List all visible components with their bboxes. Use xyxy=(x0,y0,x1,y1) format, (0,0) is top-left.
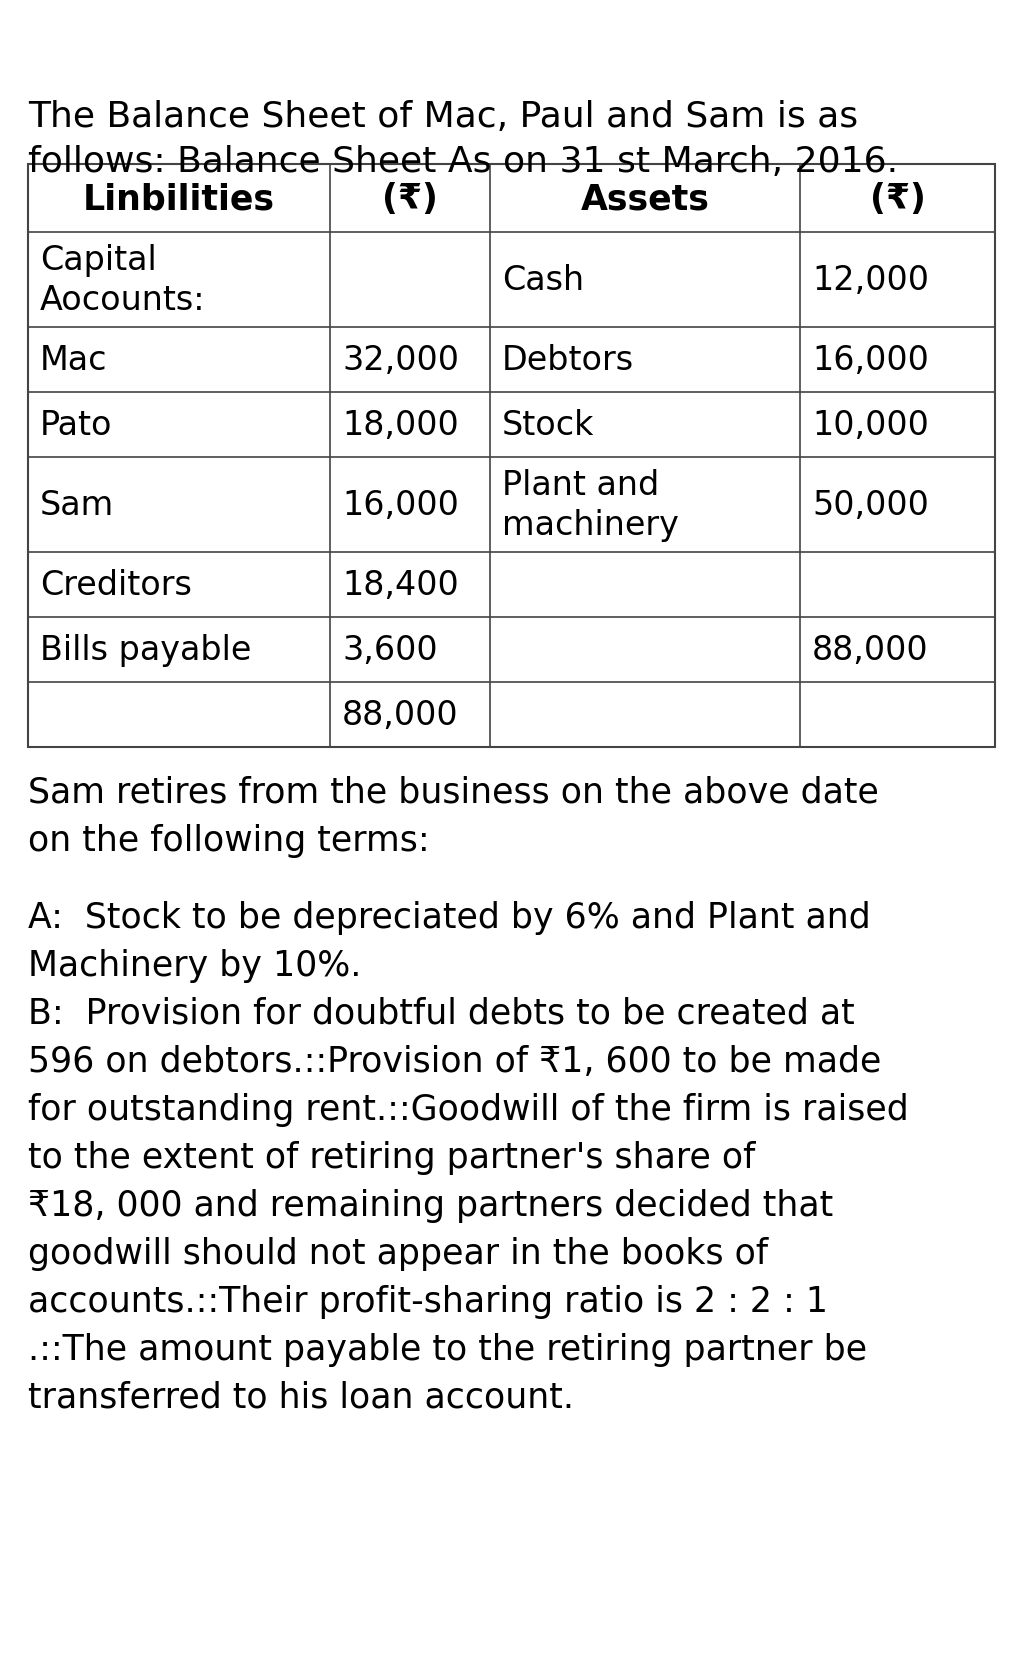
Text: 18,400: 18,400 xyxy=(342,569,459,602)
Text: 596 on debtors.::Provision of ₹1, 600 to be made: 596 on debtors.::Provision of ₹1, 600 to… xyxy=(28,1044,882,1077)
Text: goodwill should not appear in the books of: goodwill should not appear in the books … xyxy=(28,1236,768,1269)
Text: Capital
Aocounts:: Capital Aocounts: xyxy=(40,243,206,316)
Text: Sam retires from the business on the above date: Sam retires from the business on the abo… xyxy=(28,776,879,809)
Text: Plant and
machinery: Plant and machinery xyxy=(502,468,679,541)
Text: Pato: Pato xyxy=(40,409,113,442)
Text: Stock: Stock xyxy=(502,409,594,442)
Text: 18,000: 18,000 xyxy=(342,409,459,442)
Text: on the following terms:: on the following terms: xyxy=(28,824,430,857)
Text: to the extent of retiring partner's share of: to the extent of retiring partner's shar… xyxy=(28,1140,756,1173)
Text: transferred to his loan account.: transferred to his loan account. xyxy=(28,1380,574,1413)
Text: Debtors: Debtors xyxy=(502,344,634,377)
Text: follows: Balance Sheet As on 31 st March, 2016.: follows: Balance Sheet As on 31 st March… xyxy=(28,146,898,179)
Text: Linbilities: Linbilities xyxy=(83,182,275,215)
Text: for outstanding rent.::Goodwill of the firm is raised: for outstanding rent.::Goodwill of the f… xyxy=(28,1092,908,1125)
Text: Bills payable: Bills payable xyxy=(40,634,251,667)
Text: 88,000: 88,000 xyxy=(342,698,459,732)
Bar xyxy=(28,166,995,748)
Text: 10,000: 10,000 xyxy=(812,409,929,442)
Text: (₹): (₹) xyxy=(869,182,926,215)
Text: accounts.::Their profit-sharing ratio is 2 : 2 : 1: accounts.::Their profit-sharing ratio is… xyxy=(28,1284,828,1317)
Text: Mac: Mac xyxy=(40,344,108,377)
Text: Creditors: Creditors xyxy=(40,569,191,602)
Text: 16,000: 16,000 xyxy=(812,344,929,377)
Text: B:  Provision for doubtful debts to be created at: B: Provision for doubtful debts to be cr… xyxy=(28,996,855,1029)
Text: 32,000: 32,000 xyxy=(342,344,459,377)
Text: .::The amount payable to the retiring partner be: .::The amount payable to the retiring pa… xyxy=(28,1332,867,1365)
Text: 50,000: 50,000 xyxy=(812,488,929,521)
Text: (₹): (₹) xyxy=(382,182,438,215)
Text: ₹18, 000 and remaining partners decided that: ₹18, 000 and remaining partners decided … xyxy=(28,1188,834,1221)
Text: 88,000: 88,000 xyxy=(812,634,929,667)
Text: Cash: Cash xyxy=(502,263,584,296)
Text: 16,000: 16,000 xyxy=(342,488,459,521)
Text: 3,600: 3,600 xyxy=(342,634,437,667)
Text: Sam: Sam xyxy=(40,488,115,521)
Text: The Balance Sheet of Mac, Paul and Sam is as: The Balance Sheet of Mac, Paul and Sam i… xyxy=(28,99,858,134)
Text: 12,000: 12,000 xyxy=(812,263,929,296)
Text: Assets: Assets xyxy=(581,182,710,215)
Text: A:  Stock to be depreciated by 6% and Plant and: A: Stock to be depreciated by 6% and Pla… xyxy=(28,900,870,933)
Text: Machinery by 10%.: Machinery by 10%. xyxy=(28,948,361,981)
